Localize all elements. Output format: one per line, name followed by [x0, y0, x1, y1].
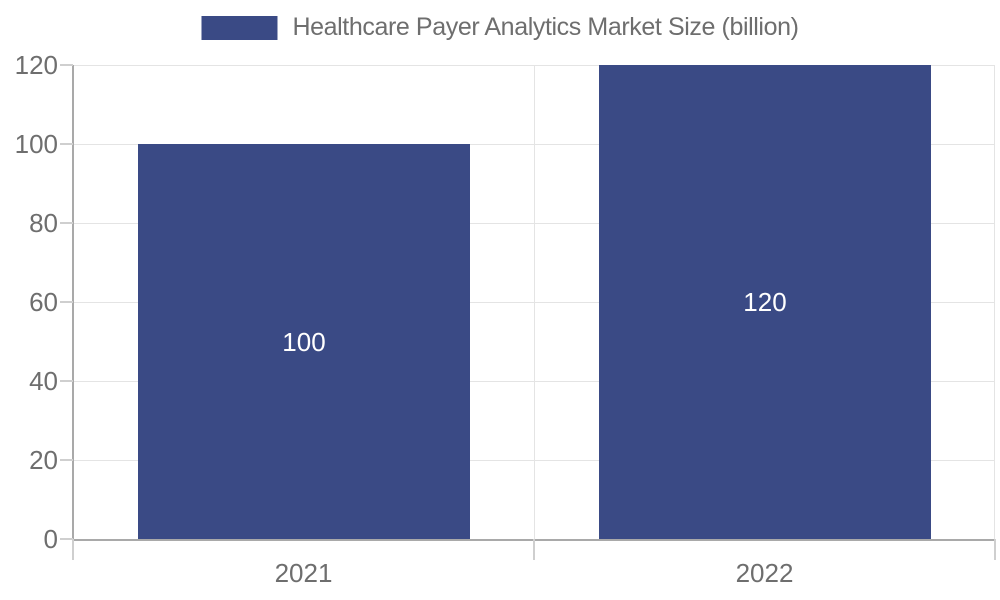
legend-swatch [201, 15, 278, 40]
x-category-label-2022: 2022 [735, 558, 794, 588]
chart-legend: Healthcare Payer Analytics Market Size (… [201, 13, 799, 42]
y-tick-label-100: 100 [14, 129, 58, 159]
y-tick-label-80: 80 [29, 208, 58, 238]
bar-2021: 100 [138, 144, 470, 539]
x-tick-boundary-0 [72, 539, 74, 560]
y-tick-100 [60, 143, 73, 145]
y-tick-60 [60, 301, 73, 303]
bar-value-label-2021: 100 [282, 326, 326, 357]
y-axis-line [72, 65, 74, 541]
y-tick-120 [60, 64, 73, 66]
plot-area: 100 120 [73, 64, 995, 539]
gridline-x-boundary-1 [533, 65, 535, 539]
y-tick-label-60: 60 [29, 287, 58, 317]
y-tick-label-40: 40 [29, 366, 58, 396]
y-tick-0 [60, 538, 73, 540]
y-tick-label-0: 0 [43, 524, 58, 554]
bar-2022: 120 [599, 65, 931, 539]
x-category-label-2021: 2021 [274, 558, 333, 588]
plot-right-border [994, 65, 995, 539]
y-tick-40 [60, 380, 73, 382]
y-tick-20 [60, 459, 73, 461]
y-tick-label-120: 120 [14, 50, 58, 80]
x-tick-boundary-2 [994, 539, 996, 560]
y-tick-label-20: 20 [29, 445, 58, 475]
legend-label: Healthcare Payer Analytics Market Size (… [292, 13, 799, 41]
x-tick-boundary-1 [533, 539, 535, 560]
y-tick-80 [60, 222, 73, 224]
bar-value-label-2022: 120 [743, 287, 787, 317]
